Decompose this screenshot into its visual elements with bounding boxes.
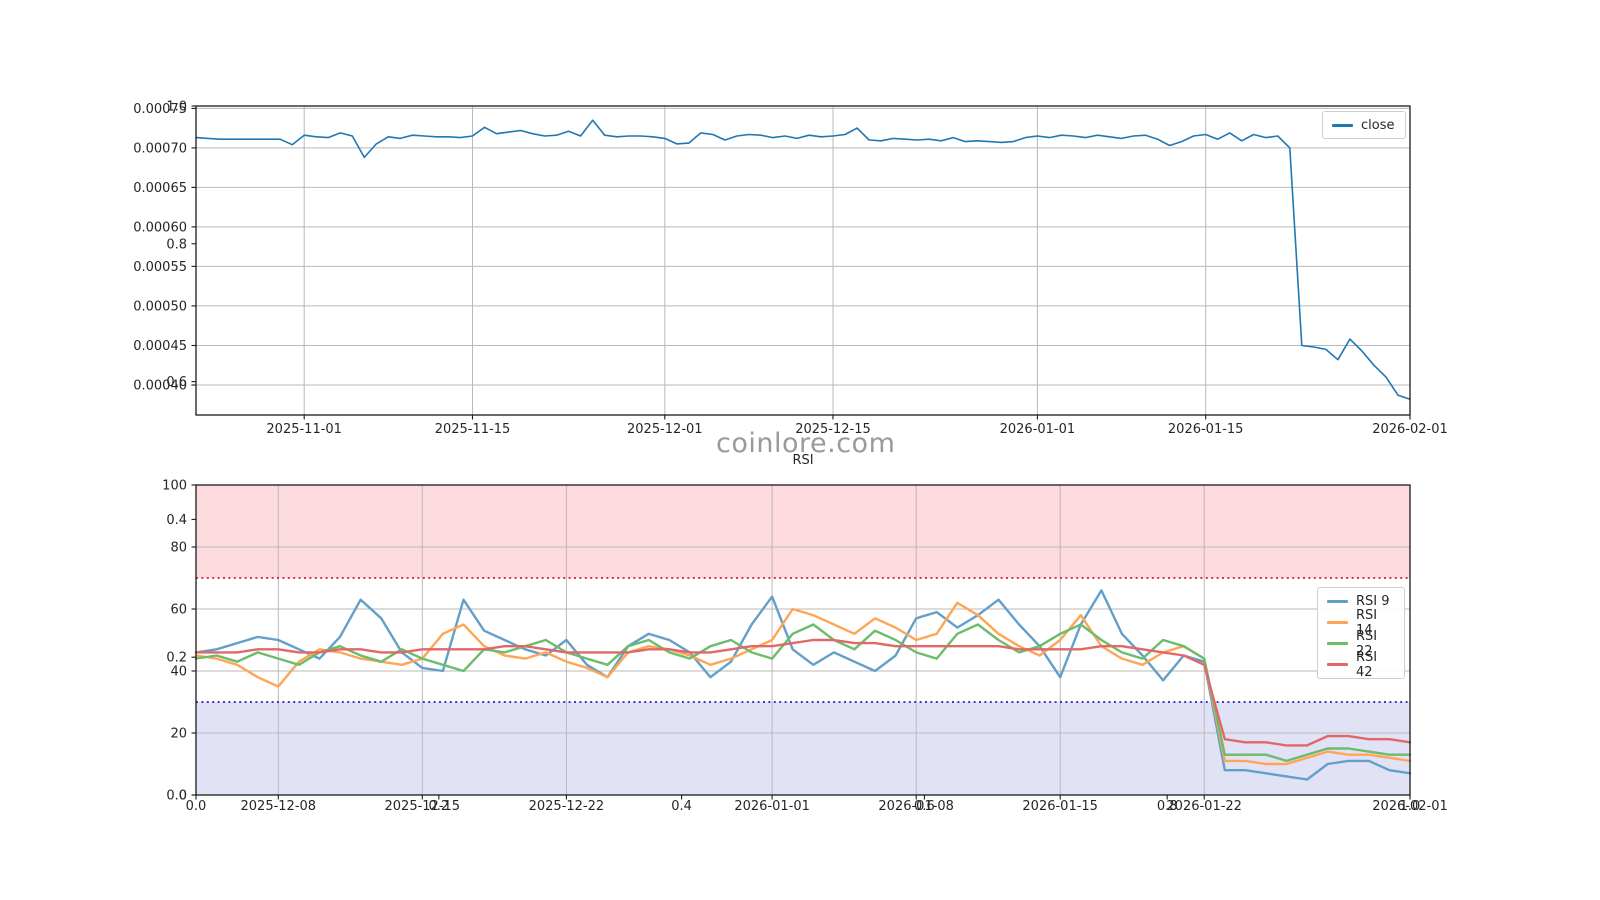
tick-label: 0.4: [671, 799, 692, 814]
tick-label: 2025-12-08: [241, 799, 317, 814]
tick-label: 0.00040: [133, 379, 187, 394]
tick-label: 2026-01-15: [1168, 422, 1244, 437]
rsi-chart-title: RSI: [792, 453, 814, 468]
rsi-legend: RSI 9 RSI 14 RSI 22 RSI 42: [1317, 587, 1405, 680]
rsi22-line-swatch-icon: [1327, 642, 1348, 645]
tick-label: 2025-12-22: [529, 799, 605, 814]
tick-label: 0.0: [186, 799, 207, 814]
rsi-band: [196, 485, 1410, 578]
tick-label: 2025-12-15: [795, 422, 871, 437]
legend-item-rsi22: RSI 22: [1327, 629, 1395, 659]
legend-label-rsi9: RSI 9: [1356, 594, 1390, 609]
axes-frame: [195, 105, 1411, 416]
tick-label: 0.00065: [133, 181, 187, 196]
legend-label-close: close: [1361, 117, 1395, 133]
rsi9-line-swatch-icon: [1327, 600, 1348, 603]
tick-label: 2026-02-01: [1372, 799, 1448, 814]
tick-label: 0.00045: [133, 339, 187, 354]
legend-item-rsi9: RSI 9: [1327, 593, 1395, 610]
tick-label: 100: [162, 479, 187, 494]
tick-label: 0.00055: [133, 260, 187, 275]
tick-label: 1.0: [166, 100, 187, 115]
tick-label: 0.6: [914, 799, 935, 814]
price-legend: close: [1322, 111, 1406, 139]
tick-label: 0.2: [166, 651, 187, 666]
tick-label: 2025-12-15: [385, 799, 461, 814]
tick-label: 1.0: [1400, 799, 1421, 814]
tick-label: 2025-12-01: [627, 422, 703, 437]
tick-label: 60: [170, 603, 187, 618]
tick-label: 0.0: [166, 789, 187, 804]
legend-item-rsi42: RSI 42: [1327, 650, 1395, 680]
tick-label: 80: [170, 541, 187, 556]
tick-label: 2026-01-01: [734, 799, 810, 814]
legend-item-rsi14: RSI 14: [1327, 608, 1395, 638]
axes-frame: [195, 484, 1411, 796]
tick-label: 0.8: [1157, 799, 1178, 814]
tick-label: 0.00075: [133, 102, 187, 117]
tick-label: 2026-02-01: [1372, 422, 1448, 437]
tick-label: 0.00070: [133, 141, 187, 156]
close-line-swatch-icon: [1332, 123, 1353, 127]
legend-label-rsi14: RSI 14: [1356, 607, 1378, 638]
tick-label: 0.4: [166, 513, 187, 528]
tick-label: 0.8: [166, 237, 187, 252]
series-line-close: [195, 119, 1411, 401]
watermark: coinlore.com: [716, 428, 896, 459]
tick-label: 2026-01-01: [1000, 422, 1076, 437]
rsi-band: [196, 702, 1410, 795]
tick-label: 2026-01-15: [1022, 799, 1098, 814]
tick-label: 0.00060: [133, 220, 187, 235]
tick-label: 2026-01-22: [1166, 799, 1242, 814]
legend-label-rsi22: RSI 22: [1356, 628, 1378, 659]
tick-label: 2026-01-08: [878, 799, 954, 814]
tick-label: 2025-11-15: [435, 422, 511, 437]
legend-label-rsi42: RSI 42: [1356, 649, 1378, 680]
tick-label: 0.2: [428, 799, 449, 814]
tick-label: 2025-11-01: [266, 422, 342, 437]
tick-label: 0.00050: [133, 299, 187, 314]
series-line-rsi-42: [194, 638, 1412, 747]
tick-label: 40: [170, 665, 187, 680]
rsi14-line-swatch-icon: [1327, 621, 1348, 624]
tick-label: 0: [179, 789, 187, 804]
tick-label: 0.6: [166, 375, 187, 390]
rsi42-line-swatch-icon: [1327, 663, 1348, 666]
tick-label: 20: [170, 727, 187, 742]
